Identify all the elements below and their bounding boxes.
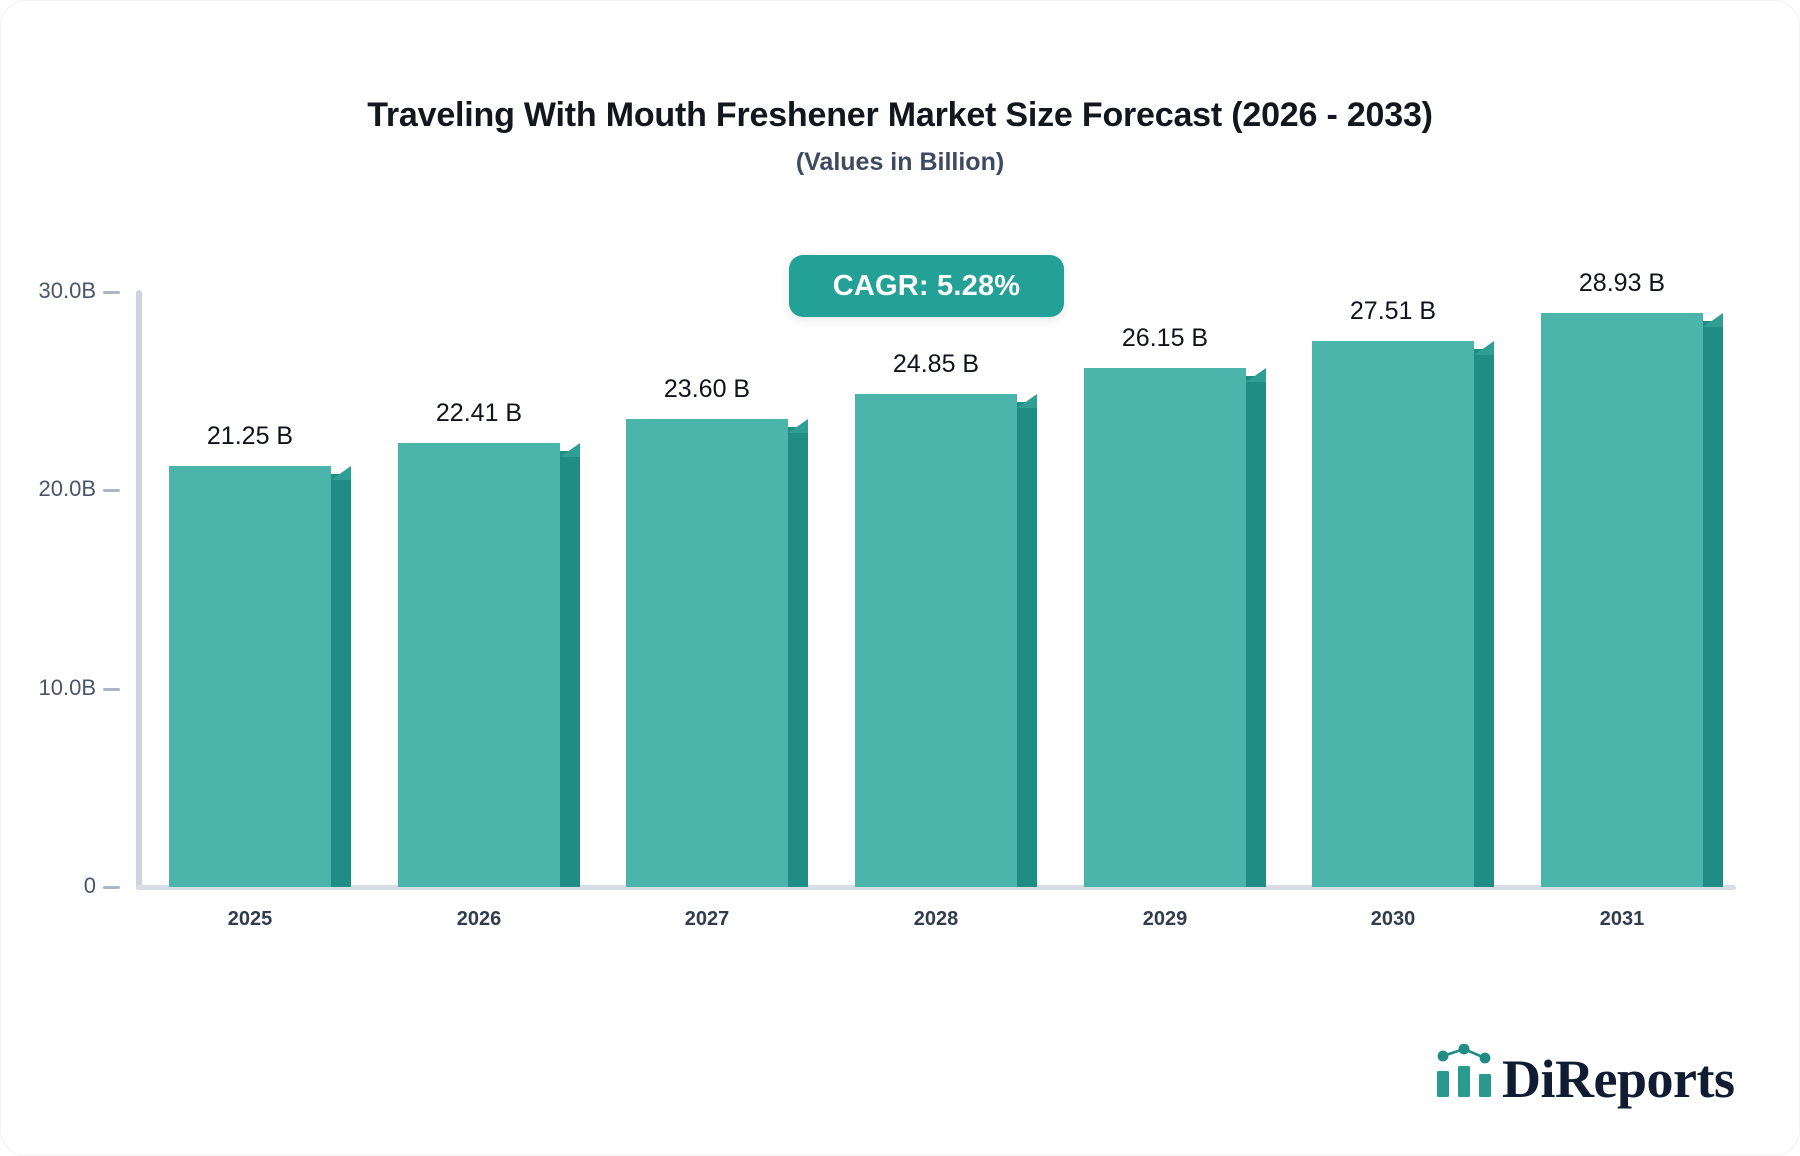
bar[interactable] bbox=[398, 443, 580, 887]
bar-side-face bbox=[1703, 321, 1723, 887]
bar-value-label: 23.60 B bbox=[663, 375, 751, 403]
bar-value-label: 28.93 B bbox=[1578, 269, 1666, 297]
x-axis-tick-label: 2027 bbox=[684, 908, 730, 930]
bar-front-face bbox=[1084, 368, 1246, 887]
bar-value-label: 22.41 B bbox=[435, 399, 523, 427]
bar-front-face bbox=[626, 419, 788, 887]
bar-chart-icon bbox=[1434, 1043, 1496, 1105]
y-axis-tick-mark bbox=[103, 886, 120, 889]
y-axis-tick-label: 20.0B bbox=[38, 476, 97, 502]
bar-side-face bbox=[788, 427, 808, 887]
x-axis-tick-label: 2028 bbox=[913, 908, 959, 930]
bar[interactable] bbox=[855, 394, 1037, 887]
bar-front-face bbox=[1541, 313, 1703, 887]
bar-front-face bbox=[398, 443, 560, 887]
y-axis-tick-mark bbox=[103, 291, 120, 294]
y-axis-tick-label: 10.0B bbox=[38, 674, 97, 700]
y-axis-tick-label: 0 bbox=[83, 873, 96, 898]
bar-front-face bbox=[169, 466, 331, 887]
x-axis-tick-label: 2026 bbox=[456, 908, 502, 930]
bar[interactable] bbox=[1084, 368, 1266, 887]
bar-value-label: 27.51 B bbox=[1349, 297, 1437, 325]
direports-logo: DiReports bbox=[1434, 1043, 1735, 1109]
bar-front-face bbox=[1312, 341, 1474, 887]
y-axis-tick-mark bbox=[103, 489, 120, 493]
bar-front-face bbox=[855, 394, 1017, 887]
bar-side-face bbox=[1246, 376, 1266, 887]
y-axis-tick-label: 30.0B bbox=[38, 278, 97, 303]
x-axis-tick-label: 2030 bbox=[1370, 908, 1416, 930]
chart-subtitle: (Values in Billion) bbox=[795, 148, 1005, 176]
bar-value-label: 21.25 B bbox=[206, 422, 294, 450]
bar-side-face bbox=[1474, 349, 1494, 887]
bar-side-face bbox=[560, 451, 580, 887]
bar-side-face bbox=[331, 474, 351, 887]
cagr-badge: CAGR: 5.28% bbox=[789, 255, 1064, 317]
y-axis-tick-mark bbox=[103, 687, 120, 691]
bar[interactable] bbox=[626, 419, 808, 887]
bar[interactable] bbox=[1312, 341, 1494, 887]
bar[interactable] bbox=[169, 466, 351, 887]
x-axis-tick-label: 2025 bbox=[227, 908, 273, 930]
page-title: Traveling With Mouth Freshener Market Si… bbox=[367, 96, 1433, 134]
bar-side-face bbox=[1017, 402, 1037, 887]
x-axis-line bbox=[136, 885, 1736, 890]
logo-wordmark: DiReports bbox=[1502, 1048, 1735, 1109]
y-axis-line bbox=[136, 290, 142, 890]
bar-value-label: 24.85 B bbox=[892, 350, 980, 378]
x-axis-tick-label: 2029 bbox=[1142, 908, 1188, 930]
x-axis-tick-label: 2031 bbox=[1599, 908, 1645, 930]
bar-value-label: 26.15 B bbox=[1121, 324, 1209, 352]
bar[interactable] bbox=[1541, 313, 1723, 887]
cagr-badge-label: CAGR: 5.28% bbox=[832, 269, 1021, 302]
